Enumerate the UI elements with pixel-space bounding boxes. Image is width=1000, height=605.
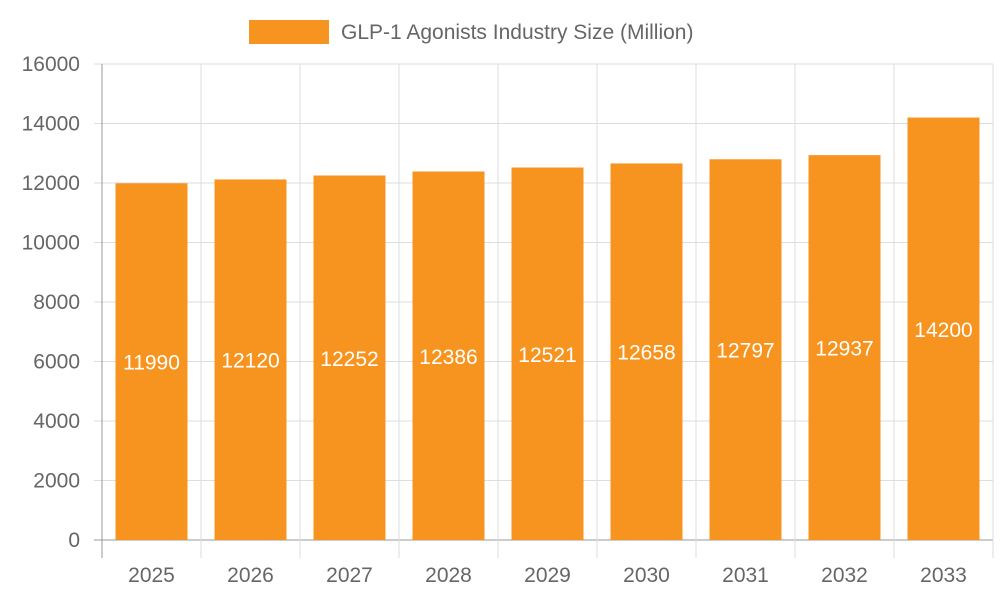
x-tick-label: 2028 — [425, 564, 472, 587]
data-label: 14200 — [914, 319, 972, 342]
bar — [709, 159, 782, 540]
x-tick-label: 2029 — [524, 564, 571, 587]
y-tick-label: 14000 — [22, 113, 80, 136]
y-tick-label: 0 — [68, 529, 80, 552]
y-tick-label: 16000 — [22, 53, 80, 76]
bar — [412, 171, 485, 541]
bar — [907, 117, 980, 541]
bar — [511, 167, 584, 540]
bar — [115, 183, 188, 541]
data-label: 12658 — [617, 342, 675, 365]
data-label: 12797 — [716, 340, 774, 363]
y-tick-label: 6000 — [33, 351, 80, 374]
bar — [214, 179, 287, 540]
bar — [313, 175, 386, 541]
y-tick-label: 2000 — [33, 470, 80, 493]
bar — [808, 155, 881, 540]
legend[interactable]: GLP-1 Agonists Industry Size (Million) — [249, 20, 693, 44]
x-tick-label: 2032 — [821, 564, 868, 587]
x-tick-label: 2025 — [128, 564, 175, 587]
x-tick-label: 2031 — [722, 564, 769, 587]
x-tick-label: 2030 — [623, 564, 670, 587]
bar — [610, 163, 683, 540]
data-label: 12252 — [320, 348, 378, 371]
data-label: 11990 — [123, 352, 180, 375]
legend-label: GLP-1 Agonists Industry Size (Million) — [341, 21, 693, 44]
x-tick-label: 2033 — [920, 564, 967, 587]
y-tick-label: 4000 — [33, 410, 80, 433]
data-label: 12937 — [815, 338, 873, 361]
data-label: 12521 — [518, 344, 576, 367]
data-label: 12386 — [419, 346, 477, 369]
x-tick-label: 2027 — [326, 564, 373, 587]
y-tick-label: 12000 — [22, 172, 80, 195]
y-tick-label: 10000 — [22, 232, 80, 255]
data-label: 12120 — [221, 350, 279, 373]
y-tick-label: 8000 — [33, 291, 80, 314]
x-tick-label: 2026 — [227, 564, 274, 587]
legend-swatch — [249, 20, 329, 44]
